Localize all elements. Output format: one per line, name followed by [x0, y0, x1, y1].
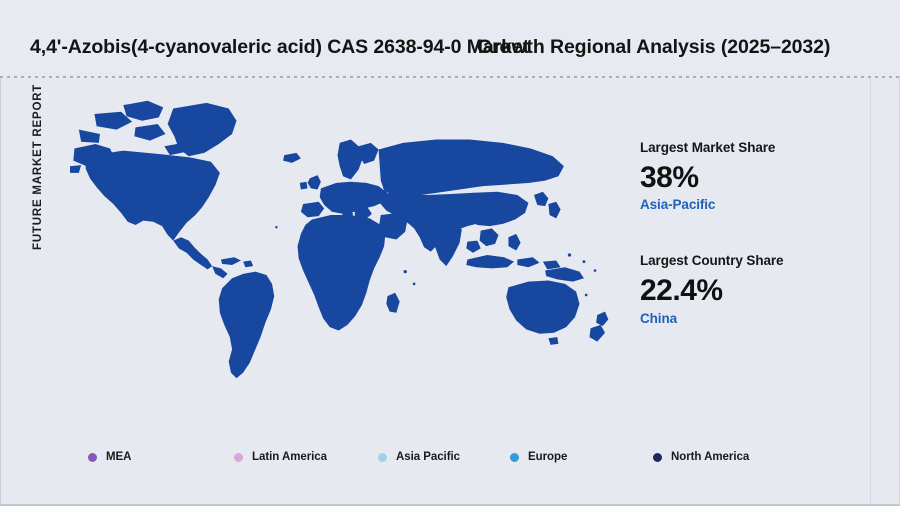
legend-color-swatch-icon	[653, 452, 662, 462]
legend-label: MEA	[106, 451, 132, 463]
stat-largest-country-share: Largest Country Share 22.4% China	[640, 253, 870, 325]
stat-label: Largest Country Share	[640, 253, 784, 269]
region-legend: MEA Latin America Asia Pacific Europe No…	[88, 447, 788, 467]
legend-item-north-america: North America	[653, 447, 749, 467]
frame-bottom-border	[0, 504, 900, 506]
world-map-landmasses	[70, 100, 609, 379]
world-map-svg	[70, 100, 609, 379]
frame-left-border	[0, 0, 1, 506]
stat-subject: China	[640, 310, 678, 326]
title-divider	[0, 76, 900, 78]
legend-label: Europe	[528, 451, 568, 463]
legend-color-swatch-icon	[88, 452, 97, 462]
page-title: 4,4'-Azobis(4-cyanovaleric acid) CAS 263…	[0, 36, 900, 70]
legend-label: Asia Pacific	[396, 451, 460, 463]
stat-value: 22.4%	[640, 274, 723, 308]
stat-label: Largest Market Share	[640, 140, 776, 155]
legend-color-swatch-icon	[378, 452, 387, 462]
world-map	[70, 95, 625, 415]
brand-watermark: FUTURE MARKET REPORT	[32, 83, 44, 250]
frame-right-inner-border	[870, 0, 871, 506]
stat-value: 38%	[640, 161, 699, 194]
legend-color-swatch-icon	[510, 452, 519, 462]
page-title-secondary: Growth Regional Analysis (2025–2032)	[477, 36, 831, 58]
stat-subject: Asia-Pacific	[640, 197, 716, 213]
legend-label: North America	[671, 451, 750, 463]
legend-label: Latin America	[252, 451, 327, 463]
legend-item-latin-america: Latin America	[234, 447, 327, 467]
stat-largest-market-share: Largest Market Share 38% Asia-Pacific	[640, 140, 870, 212]
title-band: 4,4'-Azobis(4-cyanovaleric acid) CAS 263…	[0, 0, 900, 76]
stats-panel: Largest Market Share 38% Asia-Pacific La…	[640, 140, 870, 367]
legend-color-swatch-icon	[234, 452, 243, 462]
page-title-primary: 4,4'-Azobis(4-cyanovaleric acid) CAS 263…	[30, 36, 529, 58]
legend-item-mea: MEA	[88, 447, 131, 467]
legend-item-asia-pacific: Asia Pacific	[378, 447, 460, 467]
legend-item-europe: Europe	[510, 447, 567, 467]
